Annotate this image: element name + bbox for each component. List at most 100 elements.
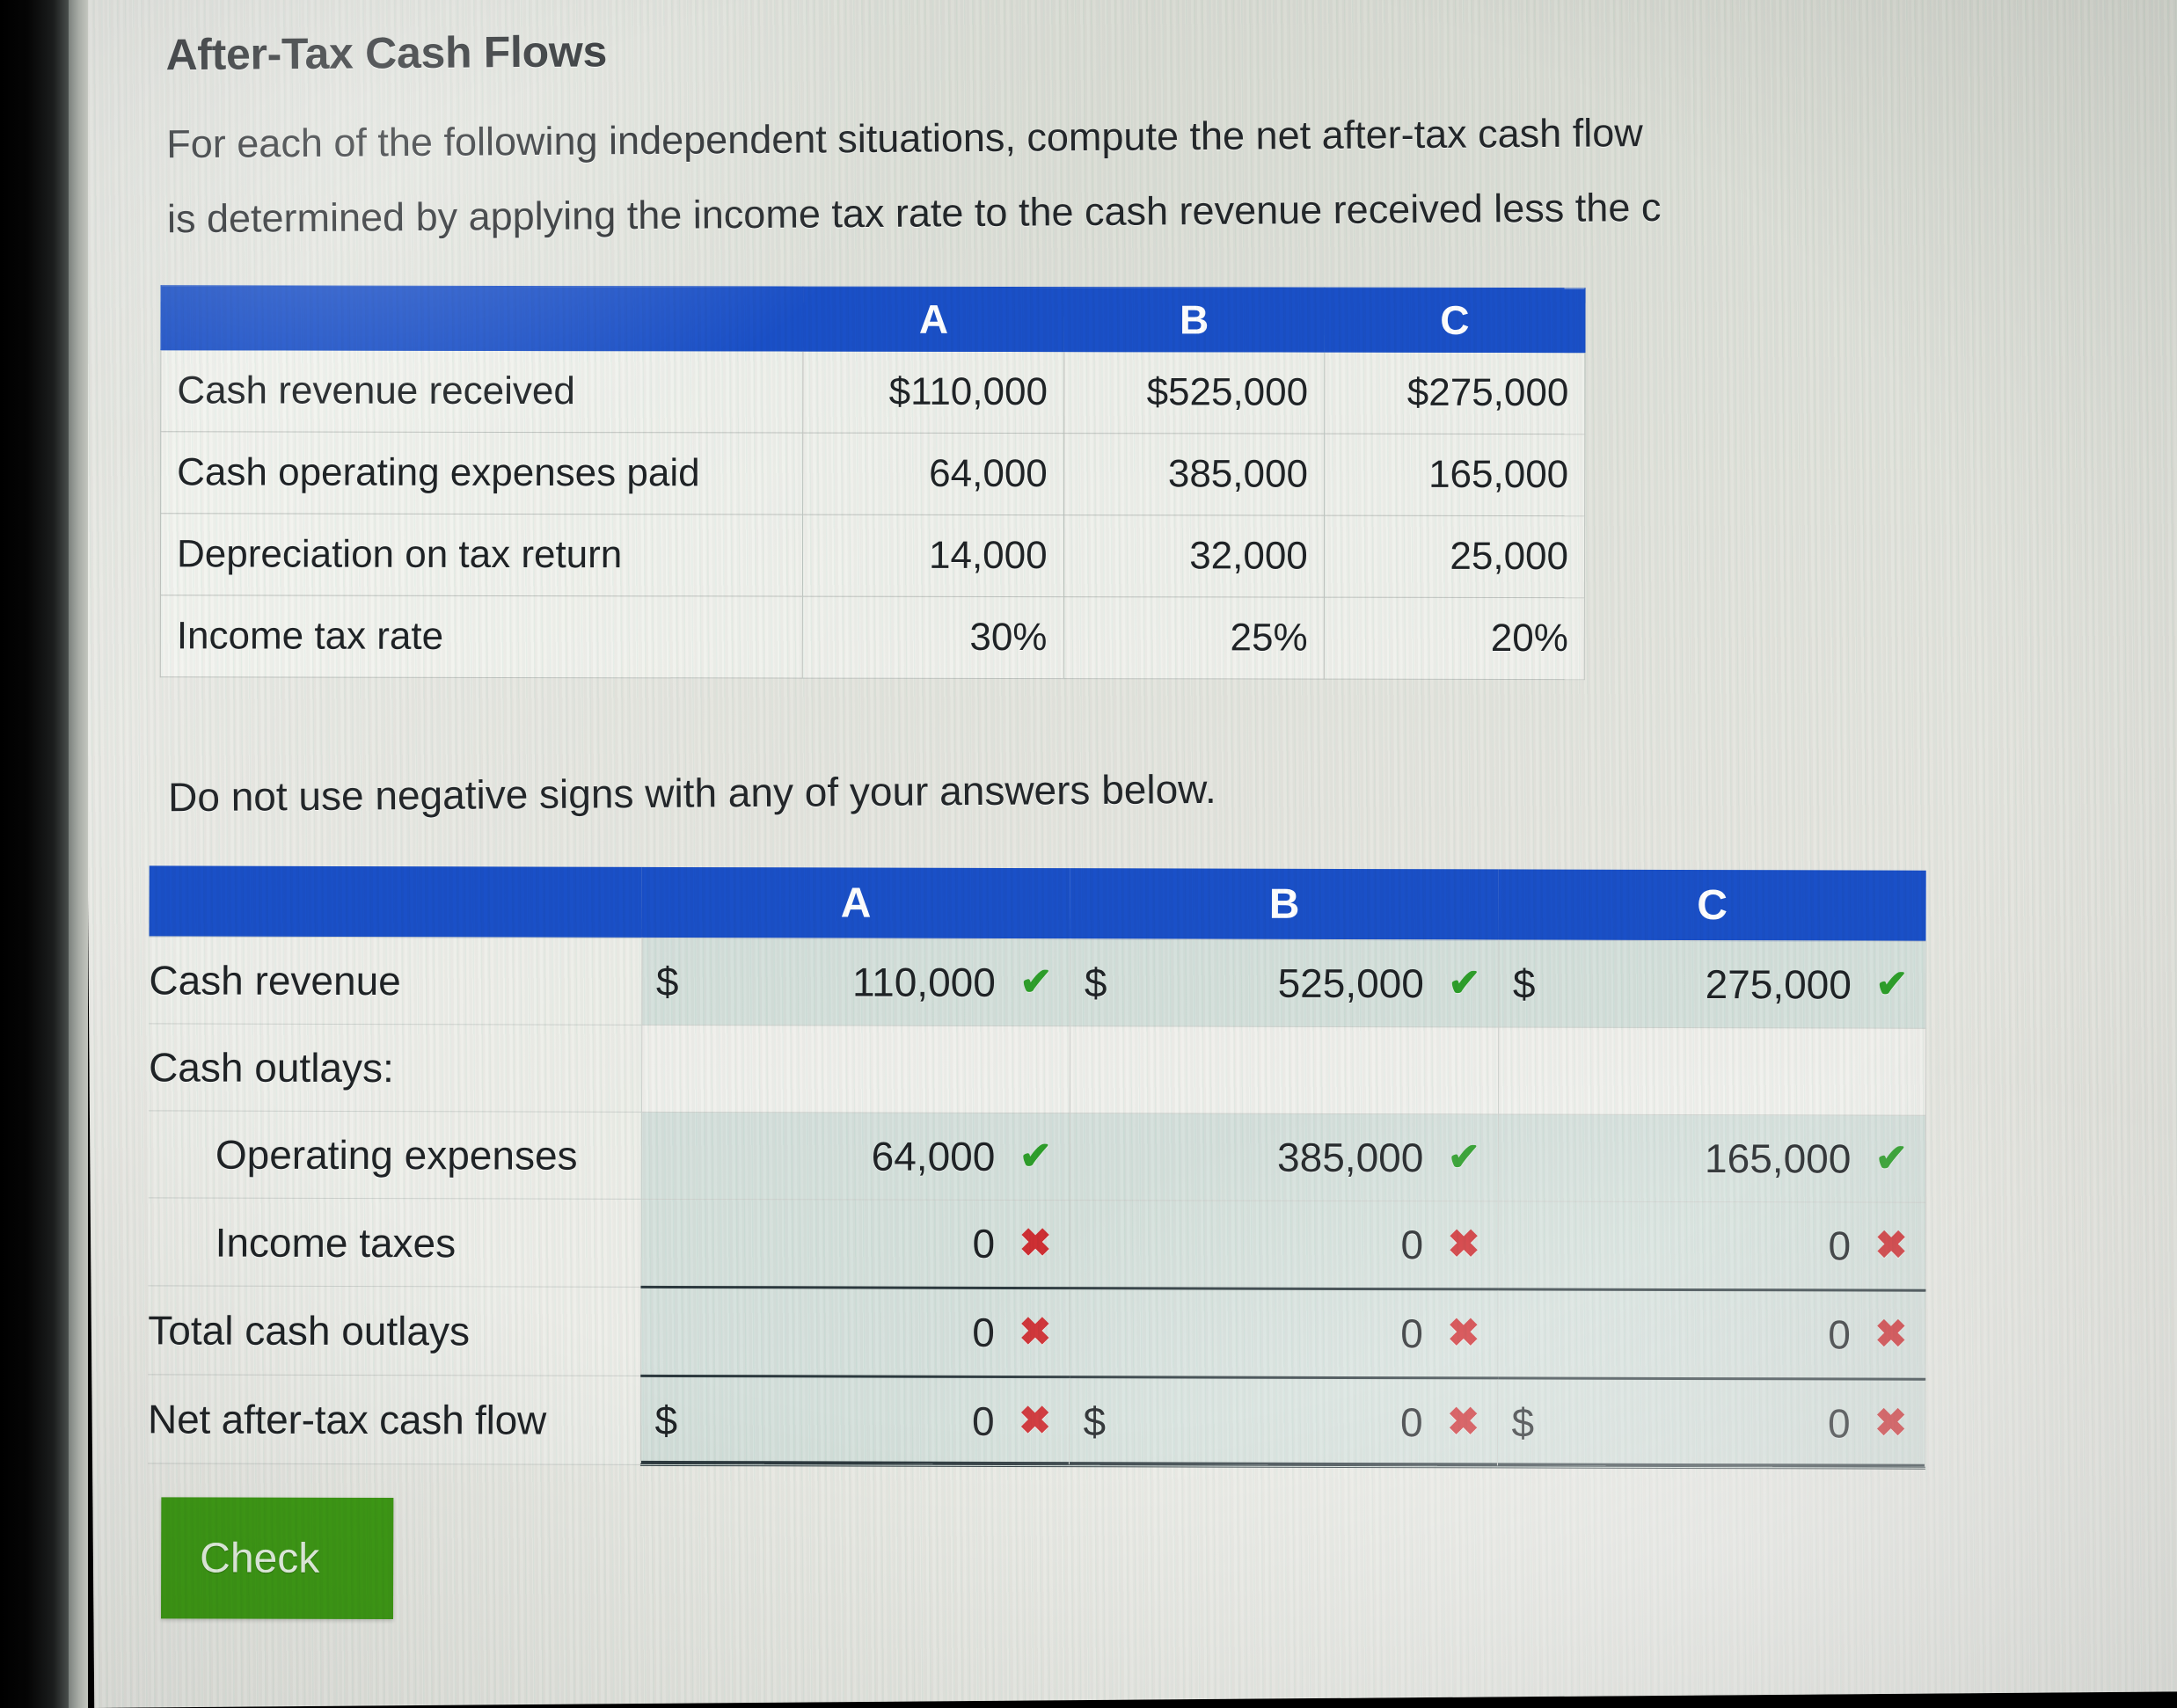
negative-signs-note: Do not use negative signs with any of yo…: [167, 765, 1216, 821]
answer-value[interactable]: 0: [1400, 1222, 1424, 1268]
answer-value[interactable]: 0: [972, 1309, 995, 1355]
given-cell-a: 30%: [802, 596, 1064, 679]
table-row: Cash revenue $ 110,000 ✔ $: [149, 936, 1926, 1029]
answer-table-header-row: A B C: [149, 865, 1926, 942]
cross-mark-icon: ✖: [1874, 1312, 1908, 1356]
answer-value[interactable]: 0: [971, 1398, 995, 1444]
given-cell-c: 25,000: [1324, 515, 1585, 598]
cross-mark-icon: ✖: [1447, 1223, 1480, 1266]
answer-row-label-operating-expenses: Operating expenses: [148, 1110, 642, 1200]
given-data-table: A B C Cash revenue received $110,000 $52…: [160, 285, 1586, 680]
currency-symbol: $: [655, 958, 679, 1004]
check-mark-icon: ✔: [1019, 960, 1053, 1004]
given-cell-b: 385,000: [1063, 433, 1325, 516]
answer-cell-total-cash-outlays-c[interactable]: 0 ✖: [1497, 1288, 1925, 1380]
cross-mark-icon: ✖: [1874, 1223, 1908, 1267]
page-title: After-Tax Cash Flows: [165, 26, 608, 80]
given-cell-b: $525,000: [1063, 351, 1325, 434]
answer-table-wrapper: A B C Cash revenue $ 110,000: [147, 865, 1926, 1469]
answer-value[interactable]: 64,000: [871, 1133, 996, 1179]
answer-value[interactable]: 0: [1400, 1310, 1423, 1357]
table-row: Net after-tax cash flow $ 0 ✖ $: [147, 1374, 1925, 1469]
answer-row-label-total-cash-outlays: Total cash outlays: [148, 1285, 641, 1376]
answer-value[interactable]: 0: [1828, 1223, 1852, 1269]
answer-cell-cash-revenue-b[interactable]: $ 525,000 ✔: [1070, 938, 1499, 1027]
answer-cell-blank-b: [1070, 1026, 1499, 1114]
given-row-label: Cash revenue received: [160, 349, 804, 434]
given-cell-c: 165,000: [1324, 434, 1585, 516]
given-row-label: Depreciation on tax return: [160, 513, 804, 597]
answer-cell-blank-a: [641, 1025, 1070, 1113]
cross-mark-icon: ✖: [1447, 1400, 1480, 1444]
check-mark-icon: ✔: [1874, 1136, 1908, 1180]
cross-mark-icon: ✖: [1874, 1401, 1908, 1445]
answer-value[interactable]: 275,000: [1705, 961, 1852, 1008]
check-mark-icon: ✔: [1019, 1135, 1052, 1179]
answer-cell-income-taxes-c[interactable]: 0 ✖: [1497, 1201, 1925, 1291]
currency-symbol: $: [1084, 960, 1107, 1006]
given-row-label: Income tax rate: [160, 595, 803, 679]
check-mark-icon: ✔: [1875, 962, 1909, 1006]
answer-col-header-b: B: [1070, 868, 1499, 940]
given-col-header-b: B: [1063, 287, 1325, 353]
monitor-bezel-edge: [65, 0, 88, 1708]
screen-surface: After-Tax Cash Flows For each of the fol…: [81, 0, 2177, 1708]
table-row: Depreciation on tax return 14,000 32,000…: [160, 513, 1585, 598]
table-row: Total cash outlays 0 ✖: [148, 1285, 1925, 1380]
answer-cell-income-taxes-a[interactable]: 0 ✖: [640, 1199, 1070, 1288]
cross-mark-icon: ✖: [1019, 1222, 1052, 1266]
table-row: Cash outlays:: [149, 1023, 1926, 1116]
currency-symbol: $: [654, 1397, 678, 1443]
intro-paragraph-line-2: is determined by applying the income tax…: [166, 184, 1662, 242]
table-row: Cash operating expenses paid 64,000 385,…: [160, 431, 1585, 516]
answer-table: A B C Cash revenue $ 110,000: [147, 865, 1926, 1469]
answer-cell-total-cash-outlays-b[interactable]: 0 ✖: [1069, 1288, 1498, 1378]
given-col-header-blank: [160, 285, 804, 352]
given-col-header-c: C: [1324, 288, 1586, 353]
given-cell-a: $110,000: [803, 351, 1064, 434]
answer-cell-operating-expenses-b[interactable]: 385,000 ✔: [1069, 1113, 1498, 1201]
answer-row-label-net-after-tax-cash-flow: Net after-tax cash flow: [147, 1374, 641, 1465]
answer-cell-operating-expenses-a[interactable]: 64,000 ✔: [640, 1112, 1070, 1201]
given-data-table-wrapper: A B C Cash revenue received $110,000 $52…: [160, 285, 1586, 680]
answer-cell-cash-revenue-a[interactable]: $ 110,000 ✔: [641, 938, 1070, 1026]
answer-row-label-income-taxes: Income taxes: [148, 1197, 641, 1288]
answer-cell-total-cash-outlays-a[interactable]: 0 ✖: [640, 1287, 1070, 1377]
given-cell-c: 20%: [1324, 597, 1585, 680]
answer-col-header-c: C: [1498, 869, 1926, 942]
answer-value[interactable]: 0: [1828, 1311, 1851, 1358]
answer-value[interactable]: 0: [1399, 1399, 1423, 1446]
cross-mark-icon: ✖: [1447, 1311, 1480, 1355]
given-cell-a: 64,000: [803, 433, 1064, 515]
answer-value[interactable]: 0: [972, 1220, 996, 1266]
answer-cell-operating-expenses-c[interactable]: 165,000 ✔: [1497, 1113, 1925, 1203]
answer-value[interactable]: 0: [1827, 1400, 1851, 1447]
check-mark-icon: ✔: [1448, 961, 1481, 1005]
given-cell-b: 25%: [1063, 596, 1325, 680]
given-cell-c: $275,000: [1324, 352, 1585, 434]
answer-value[interactable]: 525,000: [1277, 960, 1424, 1007]
currency-symbol: $: [1083, 1398, 1107, 1445]
given-cell-b: 32,000: [1063, 515, 1325, 598]
answer-col-header-blank: [149, 865, 642, 938]
check-button[interactable]: Check: [161, 1497, 394, 1620]
table-row: Income taxes 0 ✖: [148, 1197, 1925, 1291]
given-cell-a: 14,000: [802, 515, 1064, 597]
answer-cell-income-taxes-b[interactable]: 0 ✖: [1069, 1200, 1498, 1289]
answer-row-label-cash-outlays: Cash outlays:: [149, 1023, 642, 1113]
answer-value[interactable]: 110,000: [851, 959, 996, 1005]
monitor-bezel: [0, 0, 69, 1708]
answer-cell-cash-revenue-c[interactable]: $ 275,000 ✔: [1498, 939, 1926, 1029]
answer-col-header-a: A: [641, 866, 1070, 939]
answer-cell-net-after-tax-cash-flow-b[interactable]: $ 0 ✖: [1068, 1376, 1498, 1467]
answer-row-label-cash-revenue: Cash revenue: [149, 936, 642, 1026]
cross-mark-icon: ✖: [1019, 1399, 1052, 1443]
currency-symbol: $: [1512, 960, 1536, 1007]
given-col-header-a: A: [803, 287, 1064, 352]
answer-cell-net-after-tax-cash-flow-c[interactable]: $ 0 ✖: [1496, 1377, 1925, 1469]
answer-cell-net-after-tax-cash-flow-a[interactable]: $ 0 ✖: [639, 1376, 1070, 1466]
answer-value[interactable]: 165,000: [1705, 1135, 1852, 1182]
answer-value[interactable]: 385,000: [1277, 1134, 1424, 1181]
given-row-label: Cash operating expenses paid: [160, 431, 804, 515]
